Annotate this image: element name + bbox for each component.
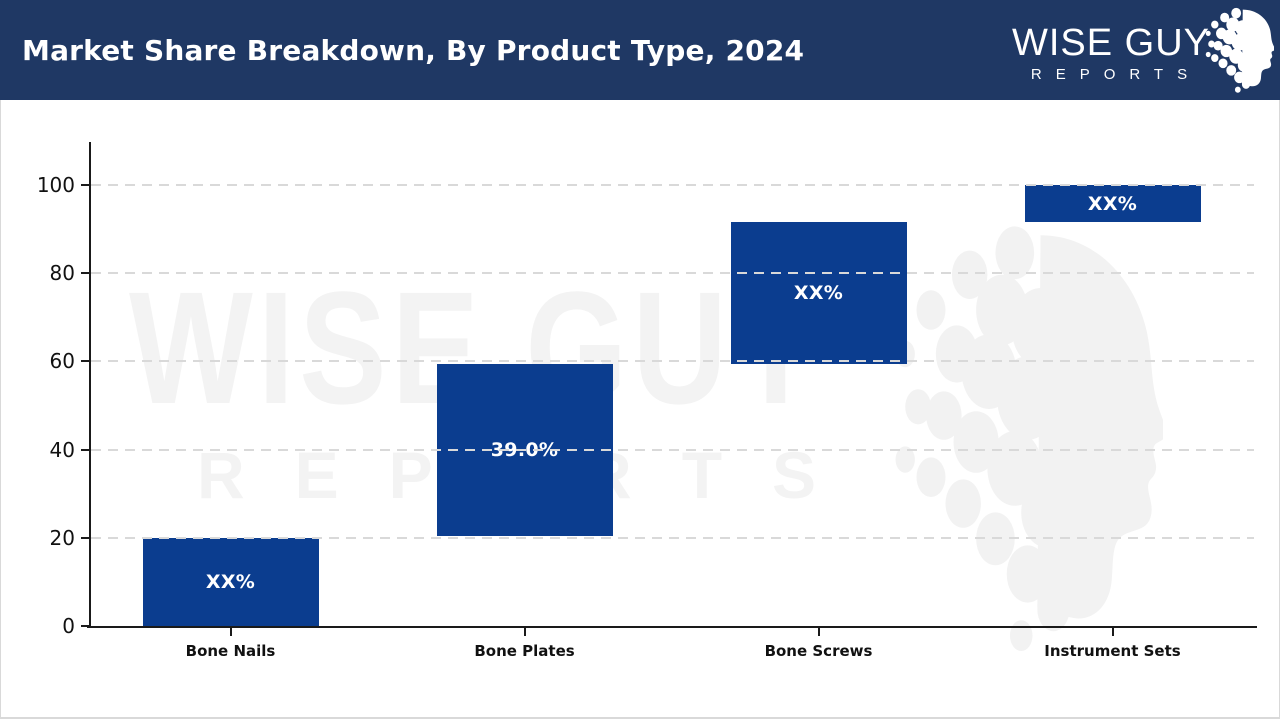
bar-value-label: XX%: [1087, 192, 1138, 215]
y-tick-label: 100: [36, 173, 75, 197]
y-tick-mark: [81, 536, 89, 539]
x-category-label-bone-screws: Bone Screws: [764, 642, 873, 660]
y-tick-mark: [81, 625, 89, 627]
bar-bone-screws: XX%: [730, 222, 907, 364]
logo-tagline: REPORTS: [1030, 66, 1202, 83]
logo-wordmark: WISE GUY: [1011, 22, 1210, 64]
y-tick-label: 0: [62, 614, 75, 638]
y-tick-label: 60: [49, 349, 75, 374]
y-tick-mark: [81, 360, 89, 363]
gridline-60: [91, 360, 1254, 363]
gridline-80: [91, 272, 1254, 275]
y-tick-label: 40: [49, 437, 75, 462]
header-bar: Market Share Breakdown, By Product Type,…: [0, 0, 1280, 100]
x-tick-mark: [1111, 628, 1114, 636]
bar-value-label: XX%: [205, 570, 256, 593]
bar-bone-nails: XX%: [142, 537, 319, 626]
gridline-20: [91, 536, 1254, 539]
watermark-head-icon: [895, 226, 1163, 651]
x-category-label-bone-nails: Bone Nails: [185, 642, 276, 660]
y-tick-mark: [81, 272, 89, 275]
logo-text: WISE GUY REPORTS: [1012, 24, 1210, 82]
x-category-label-instrument-sets: Instrument Sets: [1044, 642, 1181, 660]
bar-instrument-sets: XX%: [1024, 185, 1201, 223]
wiseguy-logo: WISE GUY REPORTS: [1012, 4, 1274, 98]
gridline-100: [91, 184, 1254, 186]
y-tick-mark: [81, 184, 89, 186]
y-tick-label: 20: [49, 525, 75, 550]
x-tick-mark: [229, 628, 232, 636]
page-title: Market Share Breakdown, By Product Type,…: [22, 33, 805, 67]
y-axis: [89, 142, 91, 628]
gridline-40: [91, 448, 1254, 451]
y-tick-label: 80: [49, 261, 75, 286]
y-tick-mark: [81, 448, 89, 451]
x-tick-mark: [523, 628, 526, 636]
bar-value-label: XX%: [793, 282, 844, 305]
wiseguy-head-icon: [1205, 7, 1274, 93]
x-tick-mark: [817, 628, 820, 636]
x-axis: [87, 626, 1257, 628]
x-category-label-bone-plates: Bone Plates: [474, 642, 575, 660]
